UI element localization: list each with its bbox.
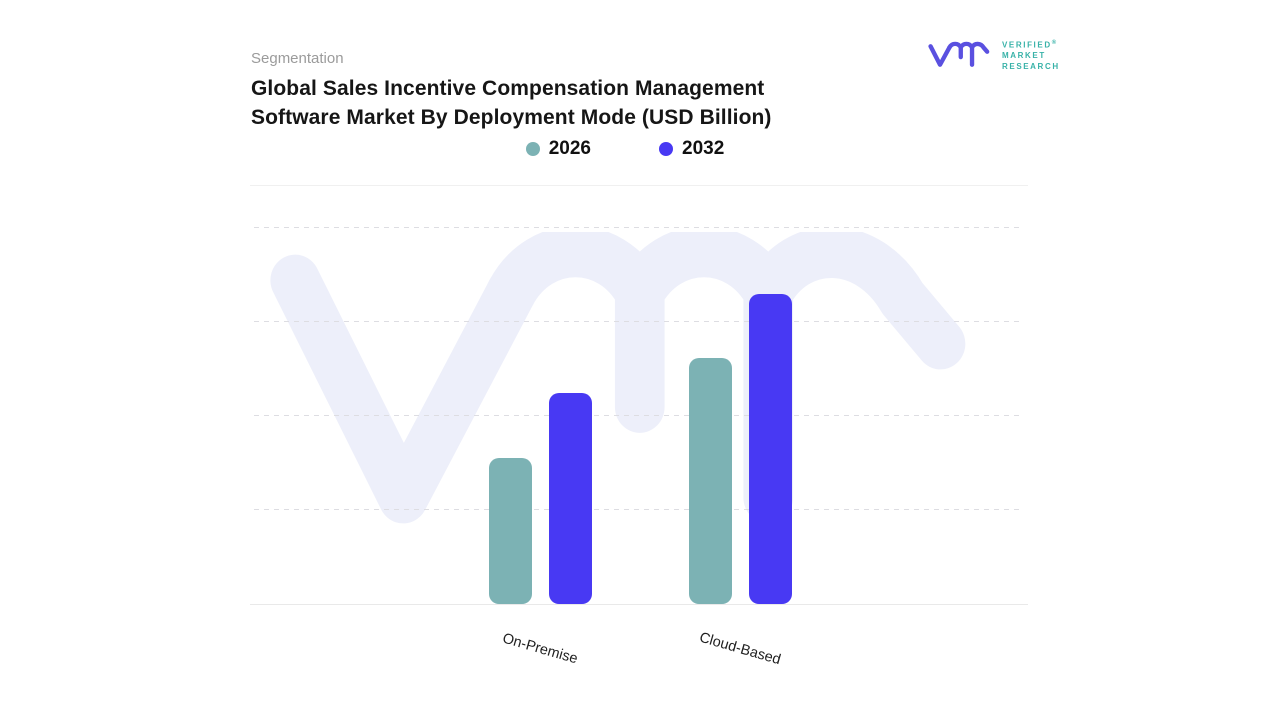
- chart-title-line-2: Software Market By Deployment Mode (USD …: [251, 106, 772, 129]
- registered-mark-icon: ®: [1051, 40, 1057, 46]
- eyebrow-label: Segmentation: [251, 50, 344, 67]
- legend-swatch-icon: [525, 142, 540, 156]
- legend-label: 2026: [548, 138, 591, 159]
- gridline: [254, 227, 1024, 229]
- gridline: [254, 415, 1024, 417]
- brand-logo: Verified® Market Research: [928, 38, 1060, 72]
- gridline: [254, 321, 1024, 323]
- bar-on-premise-2026: [488, 458, 532, 604]
- bar-cloud-based-2032: [748, 294, 792, 604]
- vmr-logo-icon: [928, 41, 990, 67]
- legend: 2026 2032: [236, 138, 1014, 160]
- legend-label: 2032: [682, 138, 725, 159]
- x-axis-label-cloud-based: Cloud-Based: [697, 629, 783, 669]
- legend-item-2032: 2032: [659, 138, 724, 160]
- legend-swatch-icon: [659, 142, 673, 156]
- plot-area: [250, 185, 1028, 605]
- brand-wordmark: Verified® Market Research: [1002, 38, 1060, 72]
- brand-word-research: Research: [1002, 61, 1060, 71]
- x-axis-label-on-premise: On-Premise: [500, 630, 580, 668]
- bar-cloud-based-2026: [688, 357, 732, 604]
- chart-title-line-1: Global Sales Incentive Compensation Mana…: [251, 77, 765, 100]
- brand-word-verified: Verified®: [1002, 40, 1057, 50]
- vmr-watermark-icon: [270, 232, 966, 524]
- brand-word-market: Market: [1002, 51, 1046, 61]
- gridline: [254, 509, 1024, 511]
- chart-title: Global Sales Incentive Compensation Mana…: [251, 74, 772, 132]
- legend-item-2026: 2026: [525, 138, 591, 160]
- bar-on-premise-2032: [548, 392, 592, 604]
